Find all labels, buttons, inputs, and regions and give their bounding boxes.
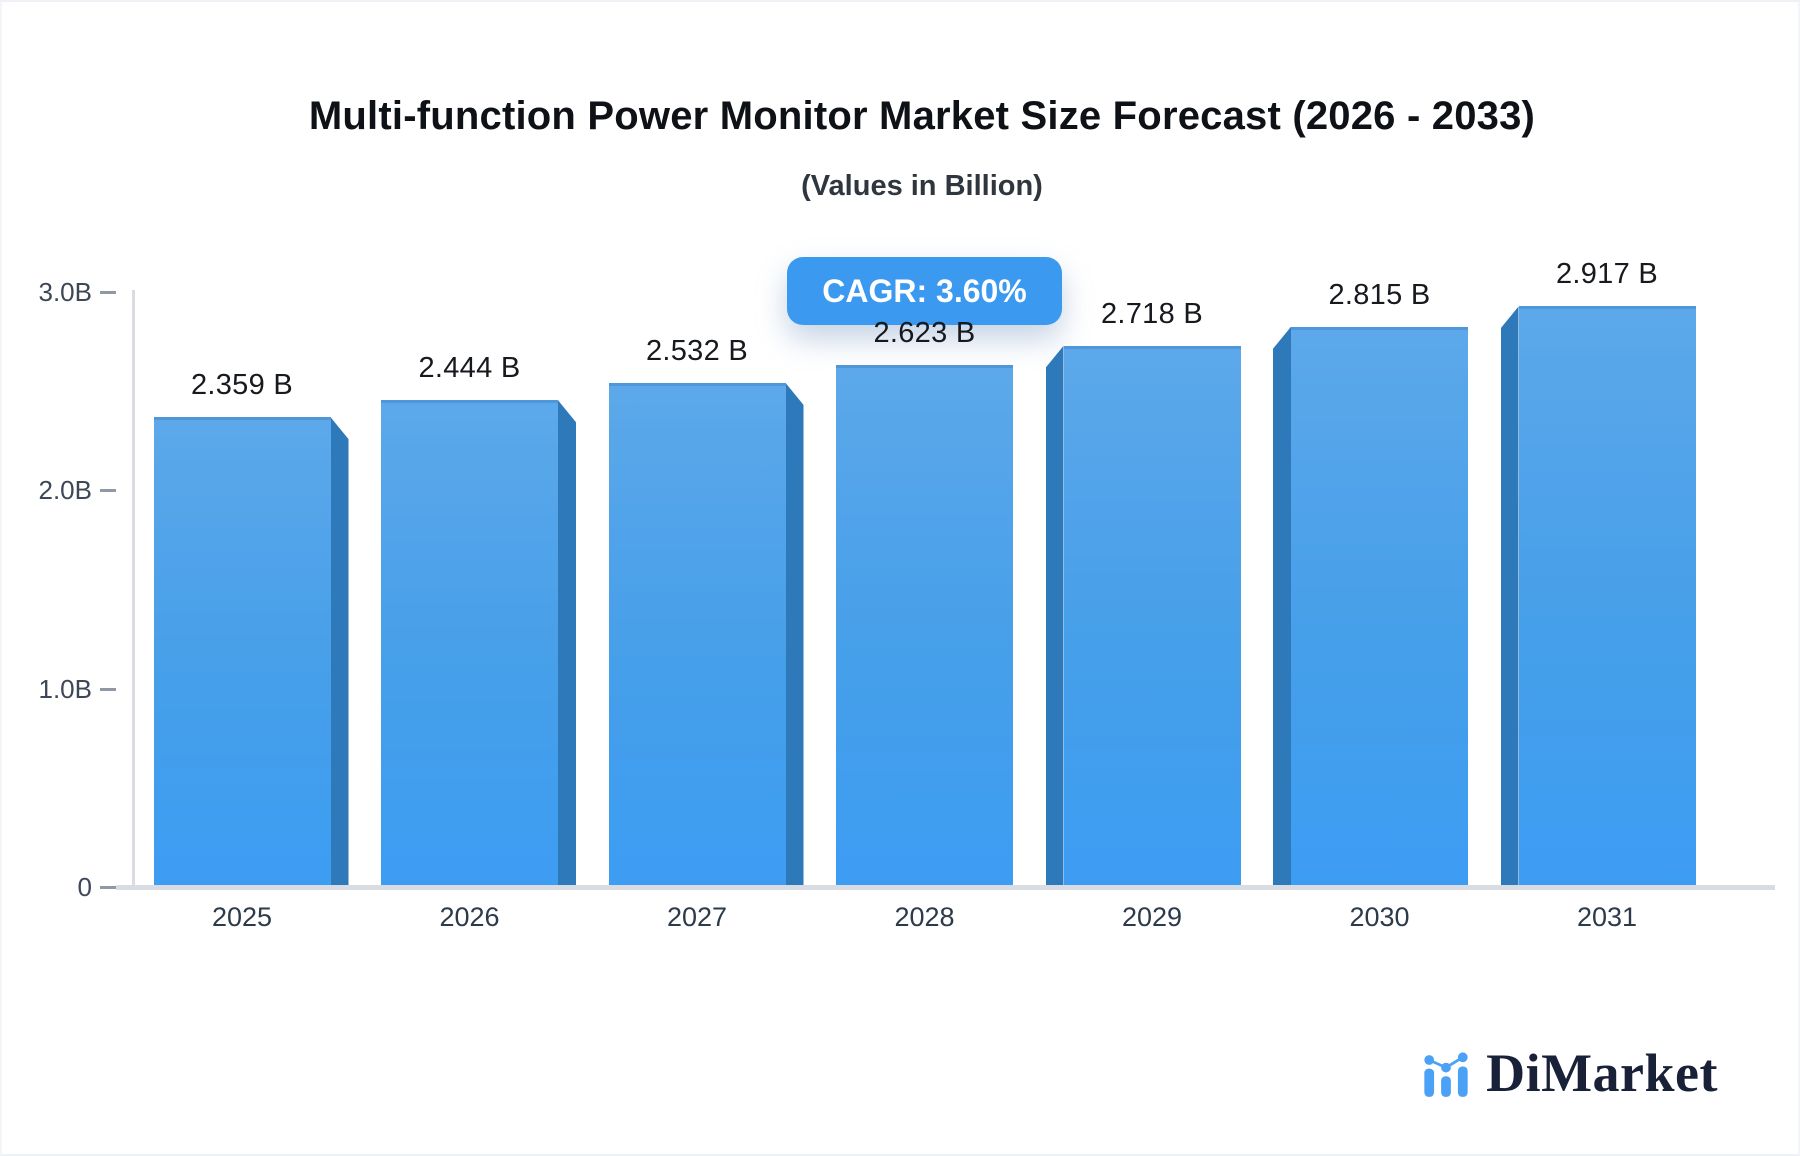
dimarket-logo-icon (1424, 1052, 1468, 1097)
chart-subtitle: (Values in Billion) (801, 170, 1043, 202)
y-tick-label-2: 2.0B (38, 475, 93, 506)
y-tick-2 (100, 489, 116, 493)
bar-2026 (381, 400, 558, 885)
cagr-badge-label: CAGR: 3.60% (822, 272, 1027, 309)
value-label-2025: 2.359 B (190, 369, 294, 402)
x-axis-label-2029: 2029 (1121, 902, 1183, 932)
y-tick-label-3: 3.0B (38, 277, 93, 307)
cagr-badge: CAGR: 3.60% (787, 257, 1062, 325)
bar-2027 (608, 382, 786, 885)
x-axis-label-2030: 2030 (1349, 902, 1410, 932)
value-label-2029: 2.718 B (1100, 297, 1204, 330)
bar-2025 (153, 417, 331, 885)
y-tick-3 (100, 291, 116, 294)
y-tick-label-1: 1.0B (38, 673, 93, 704)
value-label-2030: 2.815 B (1328, 278, 1431, 311)
value-label-2028: 2.623 B (873, 316, 976, 349)
bar-3d-side-2030 (1273, 326, 1291, 885)
bar-3d-side-2031 (1500, 306, 1519, 885)
y-axis-line (132, 290, 135, 885)
bar-2030 (1291, 326, 1468, 885)
bar-3d-side-2026 (558, 400, 576, 885)
bar-2028 (836, 364, 1013, 885)
bar-2031 (1518, 306, 1696, 885)
value-label-2026: 2.444 B (418, 352, 521, 385)
y-tick-0 (100, 886, 116, 889)
brand-logo: DiMarket (1420, 1042, 1718, 1104)
x-axis-baseline (116, 885, 1775, 890)
chart-title: Multi-function Power Monitor Market Size… (308, 94, 1536, 138)
value-label-2031: 2.917 B (1555, 258, 1659, 291)
x-axis-label-2027: 2027 (666, 902, 728, 932)
bar-2029 (1063, 345, 1241, 885)
x-axis-label-2031: 2031 (1576, 902, 1638, 932)
bar-3d-side-2029 (1045, 345, 1064, 885)
brand-logo-text: DiMarket (1486, 1043, 1718, 1103)
value-label-2027: 2.532 B (645, 334, 749, 367)
x-axis-label-2025: 2025 (211, 902, 273, 932)
x-axis-label-2028: 2028 (894, 902, 955, 932)
x-axis-label-2026: 2026 (439, 902, 500, 932)
bar-3d-side-2025 (330, 417, 349, 885)
y-tick-label-0: 0 (77, 872, 92, 902)
bar-3d-side-2027 (785, 382, 804, 885)
y-tick-1 (100, 687, 116, 691)
